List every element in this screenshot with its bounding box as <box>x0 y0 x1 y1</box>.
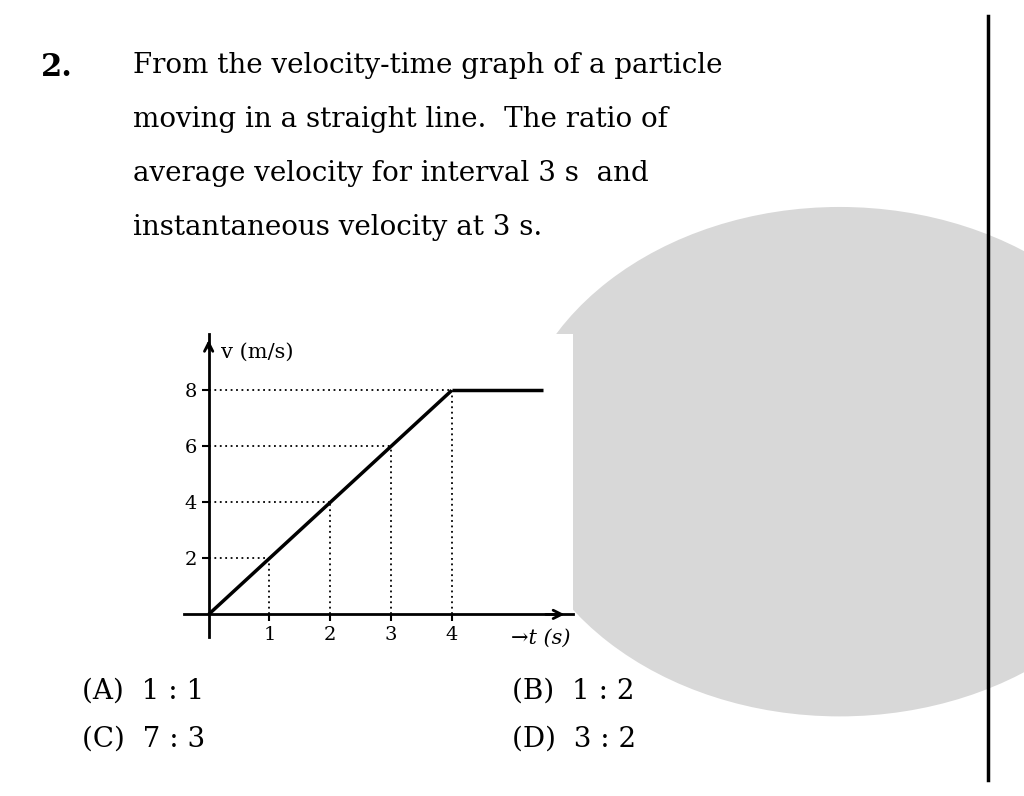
Text: instantaneous velocity at 3 s.: instantaneous velocity at 3 s. <box>133 214 543 241</box>
Text: (A)  1 : 1: (A) 1 : 1 <box>82 677 204 704</box>
Text: (B)  1 : 2: (B) 1 : 2 <box>512 677 635 704</box>
Text: 2.: 2. <box>41 52 73 83</box>
Text: →t (s): →t (s) <box>511 628 570 647</box>
Text: From the velocity-time graph of a particle: From the velocity-time graph of a partic… <box>133 52 723 79</box>
Text: average velocity for interval 3 s  and: average velocity for interval 3 s and <box>133 160 649 187</box>
Text: moving in a straight line.  The ratio of: moving in a straight line. The ratio of <box>133 106 668 133</box>
Text: (C)  7 : 3: (C) 7 : 3 <box>82 725 205 752</box>
Text: v (m/s): v (m/s) <box>221 343 293 361</box>
Text: (D)  3 : 2: (D) 3 : 2 <box>512 725 636 752</box>
